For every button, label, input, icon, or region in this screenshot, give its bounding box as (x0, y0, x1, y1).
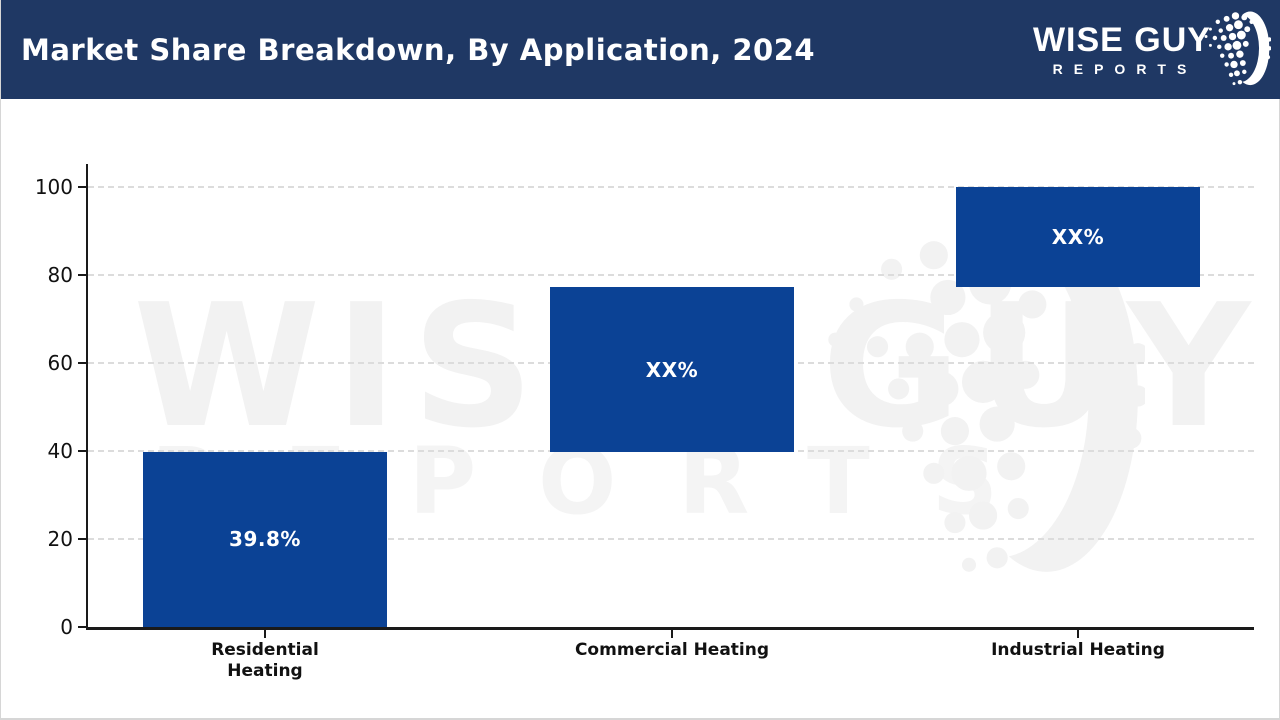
bar-value-label: XX% (1051, 225, 1105, 250)
gridline (88, 186, 1254, 188)
y-tick-mark (78, 186, 86, 188)
x-tick-mark (264, 630, 266, 638)
y-tick-label: 40 (47, 439, 73, 463)
x-category-label: Commercial Heating (574, 640, 770, 660)
y-tick-label: 0 (60, 615, 73, 639)
logo-wordmark: WISE GUY (1032, 21, 1211, 59)
y-tick-label: 20 (47, 527, 73, 551)
y-tick-mark (78, 626, 86, 628)
x-tick-mark (1077, 630, 1079, 638)
gridline (88, 274, 1254, 276)
gridline (88, 538, 1254, 540)
logo-text: WISE GUY REPORTS (1033, 22, 1211, 78)
header-bar: Market Share Breakdown, By Application, … (1, 0, 1280, 99)
logo-face-icon (1197, 10, 1271, 91)
x-axis-line (86, 627, 1254, 630)
page-title: Market Share Breakdown, By Application, … (21, 32, 816, 67)
bar-value-label: XX% (645, 357, 699, 382)
x-category-label: Industrial Heating (991, 640, 1165, 660)
bar: XX% (550, 287, 794, 452)
y-tick-label: 100 (34, 175, 73, 199)
x-tick-mark (671, 630, 673, 638)
y-tick-mark (78, 362, 86, 364)
y-tick-label: 60 (47, 351, 73, 375)
y-tick-mark (78, 274, 86, 276)
y-tick-mark (78, 538, 86, 540)
bar: 39.8% (143, 451, 387, 627)
y-axis-line (86, 164, 88, 628)
logo-subtitle: REPORTS (1052, 61, 1198, 77)
x-category-label: Residential Heating (211, 640, 319, 681)
wise-guy-logo: WISE GUY REPORTS (1033, 9, 1271, 91)
y-tick-mark (78, 450, 86, 452)
bar: XX% (956, 187, 1200, 288)
y-tick-label: 80 (47, 263, 73, 287)
bar-value-label: 39.8% (229, 527, 301, 552)
